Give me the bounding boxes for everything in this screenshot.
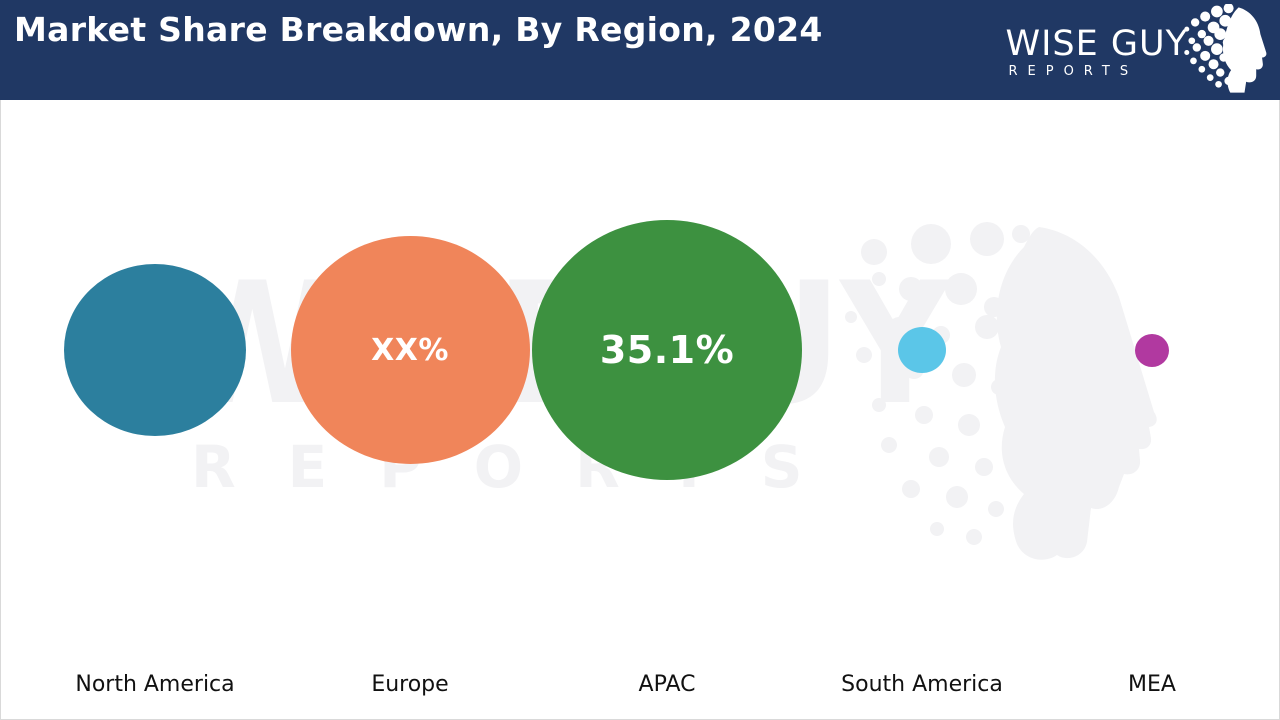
category-label-north-america: North America (75, 672, 235, 697)
brand-subtitle: REPORTS (1008, 63, 1139, 79)
watermark-face (845, 222, 1157, 560)
brand-logo: WISE GUY REPORTS (1005, 4, 1274, 95)
bubble-value-label: XX% (371, 332, 449, 368)
brand-name: WISE GUY (1005, 23, 1188, 64)
bubble-south-america (898, 327, 946, 373)
category-label-europe: Europe (371, 672, 449, 697)
bubble-europe: XX% (290, 236, 530, 464)
page-title: Market Share Breakdown, By Region, 2024 (14, 10, 823, 49)
brand-text: WISE GUY REPORTS (1005, 23, 1188, 79)
bubble-apac: 35.1% (532, 220, 802, 480)
category-label-mea: MEA (1128, 672, 1176, 697)
header: Market Share Breakdown, By Region, 2024 … (0, 0, 1280, 100)
category-label-apac: APAC (638, 672, 696, 697)
brand-face-icon (1184, 4, 1267, 93)
bubble-value-label: 35.1% (599, 328, 735, 372)
bubble-mea (1135, 333, 1169, 367)
category-label-south-america: South America (841, 672, 1003, 697)
bubble-north-america (64, 264, 246, 436)
